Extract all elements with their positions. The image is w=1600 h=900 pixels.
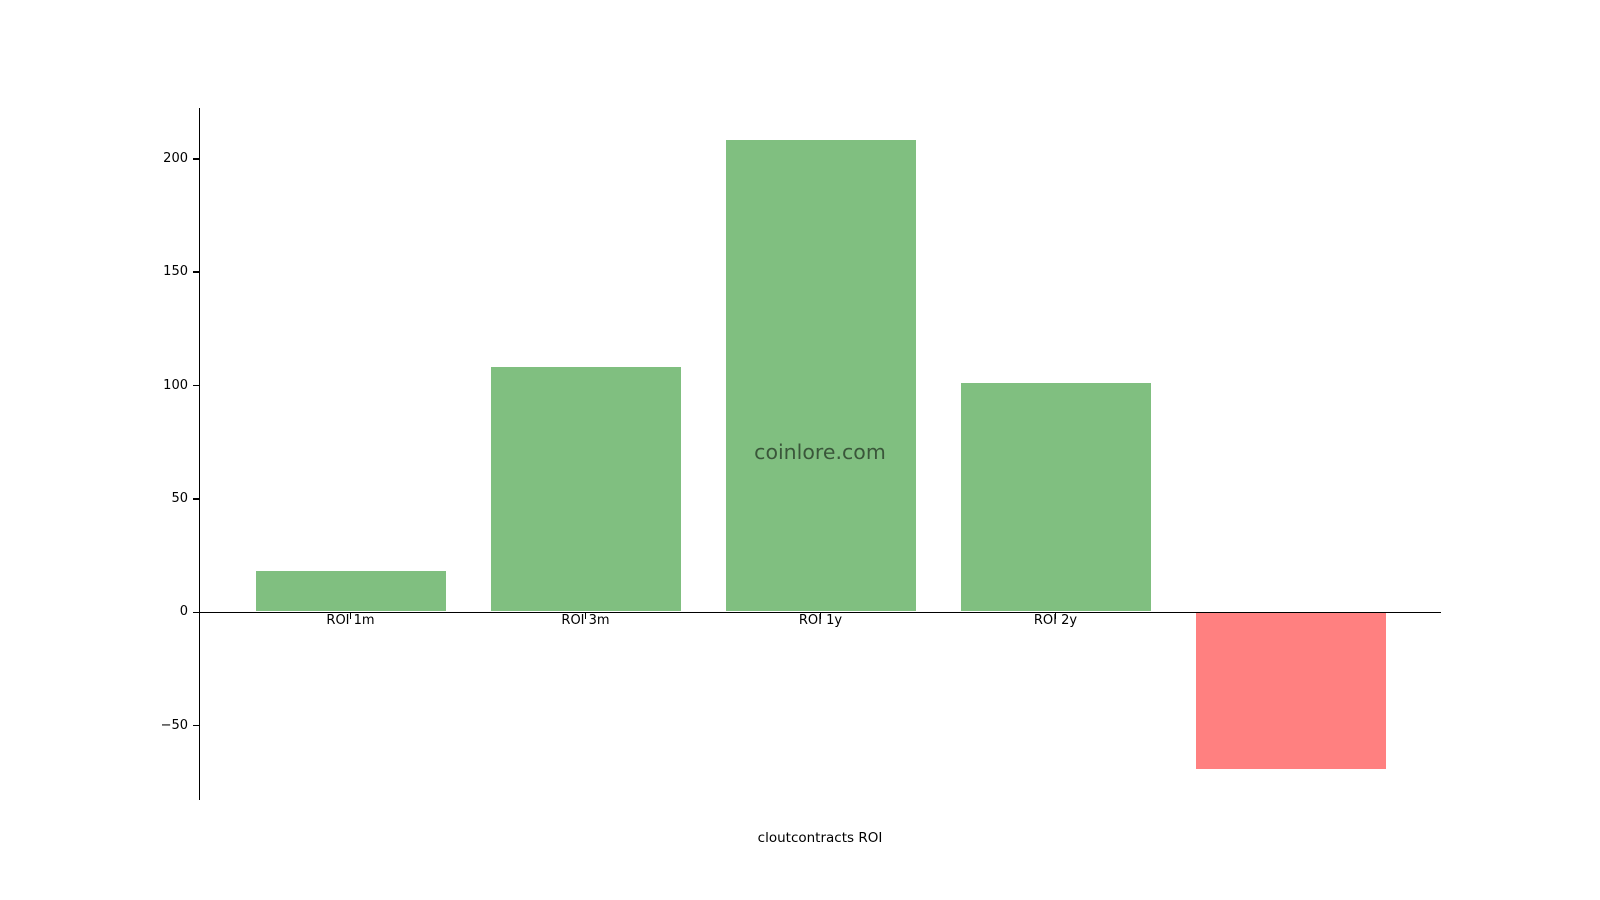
- x-tick-mark: [584, 613, 587, 619]
- x-tick-mark: [819, 613, 822, 619]
- y-tick-mark: [192, 384, 199, 387]
- y-tick-label: 50: [171, 490, 188, 506]
- x-tick-mark: [349, 613, 352, 619]
- bar-roi-3m: [490, 366, 681, 612]
- y-tick-label: −50: [160, 717, 188, 733]
- y-tick-mark: [192, 611, 199, 613]
- y-tick-mark: [192, 498, 199, 500]
- y-tick-label: 0: [179, 604, 188, 620]
- chart-title: cloutcontracts ROI: [757, 830, 883, 846]
- x-tick-label: ROI 2y: [1033, 612, 1078, 628]
- bar-roi-1m: [255, 570, 446, 612]
- bar-roi-1y: [725, 139, 916, 612]
- y-axis-spine: [198, 108, 201, 800]
- bar-negative-4: [1195, 613, 1386, 770]
- y-tick-mark: [192, 271, 199, 273]
- y-tick-mark: [192, 158, 199, 160]
- y-tick-label: 150: [163, 264, 188, 280]
- watermark-text: coinlore.com: [754, 440, 886, 464]
- x-tick-mark: [1054, 613, 1057, 619]
- x-tick-label: ROI 1m: [326, 612, 375, 628]
- bar-roi-2y: [960, 382, 1151, 612]
- x-axis-zero-line: [198, 611, 1441, 613]
- x-tick-label: ROI 3m: [561, 612, 610, 628]
- x-tick-label: ROI 1y: [798, 612, 843, 628]
- y-tick-label: 200: [163, 150, 188, 166]
- y-tick-label: 100: [163, 377, 188, 393]
- y-tick-mark: [192, 724, 199, 727]
